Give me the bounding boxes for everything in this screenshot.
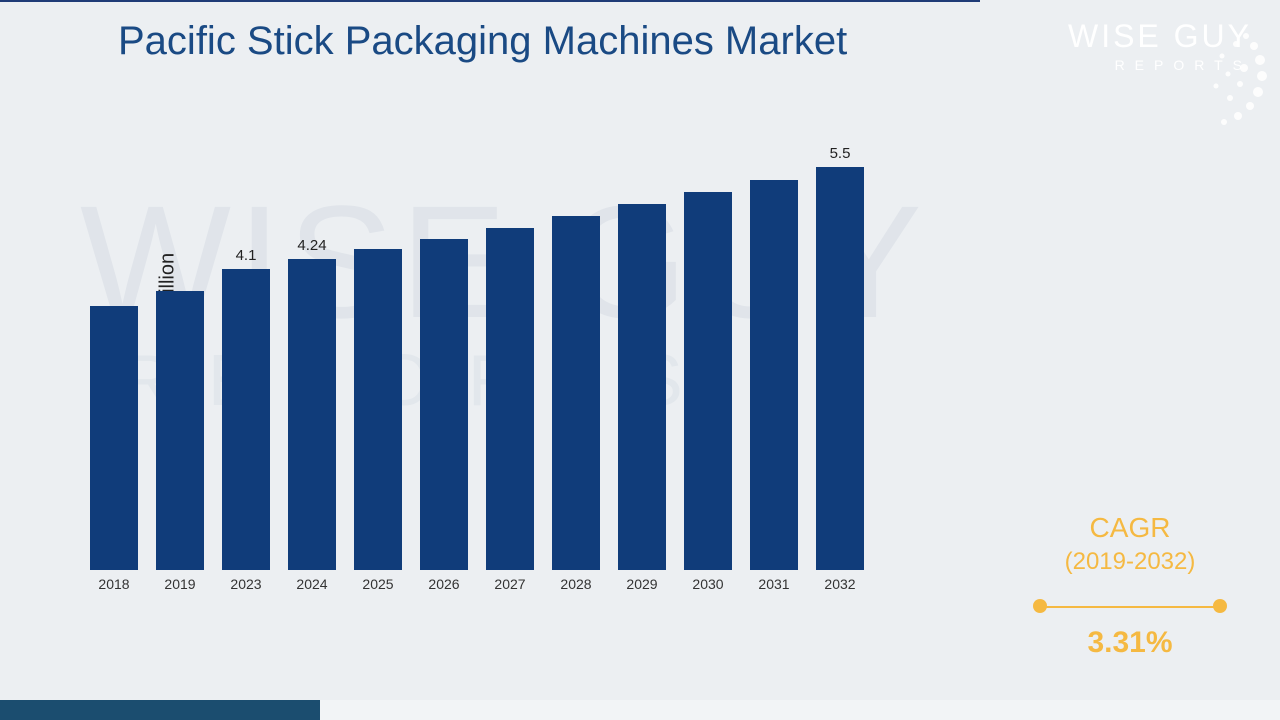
dot-icon — [1213, 599, 1227, 613]
bar — [420, 239, 468, 570]
chart-area: Market Value in USD Billion 4.14.245.5 2… — [90, 130, 880, 620]
bar-column — [486, 228, 534, 570]
bar-column: 4.1 — [222, 269, 270, 570]
bars-container: 4.1 4.24 5.5 — [90, 130, 880, 570]
bar — [90, 306, 138, 570]
report-chart-card: WISE GUY REPORTS CAGR (2019-2032) 3.31% … — [0, 0, 1280, 720]
bar-column — [354, 249, 402, 570]
x-axis-tick-label: 2029 — [618, 576, 666, 592]
bottom-accent-bar — [0, 700, 320, 720]
cagr-value: 3.31% — [1020, 626, 1240, 660]
x-axis-tick-label: 2023 — [222, 576, 270, 592]
bar — [684, 192, 732, 570]
bar-column — [156, 291, 204, 570]
x-axis-tick-label: 2030 — [684, 576, 732, 592]
bar-column: 4.24 — [288, 259, 336, 570]
brand-logo: WISE GUY REPORTS — [1068, 18, 1252, 73]
bar-column — [684, 192, 732, 570]
chart-title: Pacific Stick Packaging Machines Market — [118, 18, 847, 64]
x-axis-tick-label: 2031 — [750, 576, 798, 592]
bar — [288, 259, 336, 570]
bar — [750, 180, 798, 570]
bar-column — [90, 306, 138, 570]
cagr-years: (2019-2032) — [1020, 548, 1240, 576]
bar-column — [618, 204, 666, 570]
dot-icon — [1033, 599, 1047, 613]
bar-value-label: 5.5 — [830, 145, 851, 162]
x-axis-tick-label: 2028 — [552, 576, 600, 592]
bar-column — [420, 239, 468, 570]
bar — [156, 291, 204, 570]
bar — [354, 249, 402, 570]
logo-line1: WISE GUY — [1068, 18, 1252, 55]
bar — [222, 269, 270, 570]
plot: 4.1 4.24 5.5 — [90, 130, 880, 570]
x-axis-tick-label: 2027 — [486, 576, 534, 592]
bar-column — [552, 216, 600, 570]
x-axis-tick-label: 2019 — [156, 576, 204, 592]
x-axis-tick-label: 2018 — [90, 576, 138, 592]
bar-column — [750, 180, 798, 570]
cagr-divider — [1040, 594, 1220, 618]
bar — [486, 228, 534, 570]
bar — [552, 216, 600, 570]
cagr-label: CAGR — [1020, 512, 1240, 544]
logo-line2: REPORTS — [1068, 57, 1252, 73]
bar-value-label: 4.24 — [297, 237, 326, 254]
x-axis-tick-label: 2025 — [354, 576, 402, 592]
x-axis-tick-label: 2032 — [816, 576, 864, 592]
x-axis-tick-label: 2026 — [420, 576, 468, 592]
bar-value-label: 4.1 — [236, 247, 257, 264]
bar — [816, 167, 864, 570]
x-axis-tick-label: 2024 — [288, 576, 336, 592]
x-axis-labels: 2018 2019 2023 2024 2025 2026 2027 2028 2029 2030… — [90, 576, 880, 592]
bar-column: 5.5 — [816, 167, 864, 570]
bar — [618, 204, 666, 570]
cagr-block: CAGR (2019-2032) 3.31% — [1020, 512, 1240, 660]
